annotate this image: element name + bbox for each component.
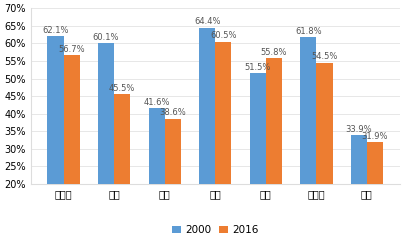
Bar bbox=[98, 43, 114, 236]
Text: 60.1%: 60.1% bbox=[93, 33, 119, 42]
Text: 54.5%: 54.5% bbox=[311, 52, 338, 61]
Bar bbox=[199, 28, 215, 236]
Bar bbox=[316, 63, 332, 236]
Bar bbox=[266, 58, 282, 236]
Text: 45.5%: 45.5% bbox=[109, 84, 135, 93]
Text: 60.5%: 60.5% bbox=[210, 31, 237, 40]
Text: 33.9%: 33.9% bbox=[345, 125, 372, 134]
Text: 41.6%: 41.6% bbox=[143, 98, 170, 107]
Bar bbox=[114, 94, 130, 236]
Bar bbox=[165, 119, 181, 236]
Bar bbox=[149, 108, 165, 236]
Text: 31.9%: 31.9% bbox=[362, 132, 388, 141]
Text: 55.8%: 55.8% bbox=[261, 48, 287, 57]
Bar bbox=[367, 142, 383, 236]
Text: 56.7%: 56.7% bbox=[59, 45, 85, 54]
Bar bbox=[63, 55, 80, 236]
Bar bbox=[215, 42, 231, 236]
Text: 61.8%: 61.8% bbox=[295, 27, 322, 36]
Bar bbox=[351, 135, 367, 236]
Bar bbox=[250, 73, 266, 236]
Text: 51.5%: 51.5% bbox=[244, 63, 271, 72]
Bar bbox=[300, 37, 316, 236]
Bar bbox=[47, 36, 63, 236]
Text: 62.1%: 62.1% bbox=[42, 25, 69, 34]
Legend: 2000, 2016: 2000, 2016 bbox=[168, 221, 262, 236]
Text: 64.4%: 64.4% bbox=[194, 17, 221, 26]
Text: 38.6%: 38.6% bbox=[160, 108, 186, 117]
